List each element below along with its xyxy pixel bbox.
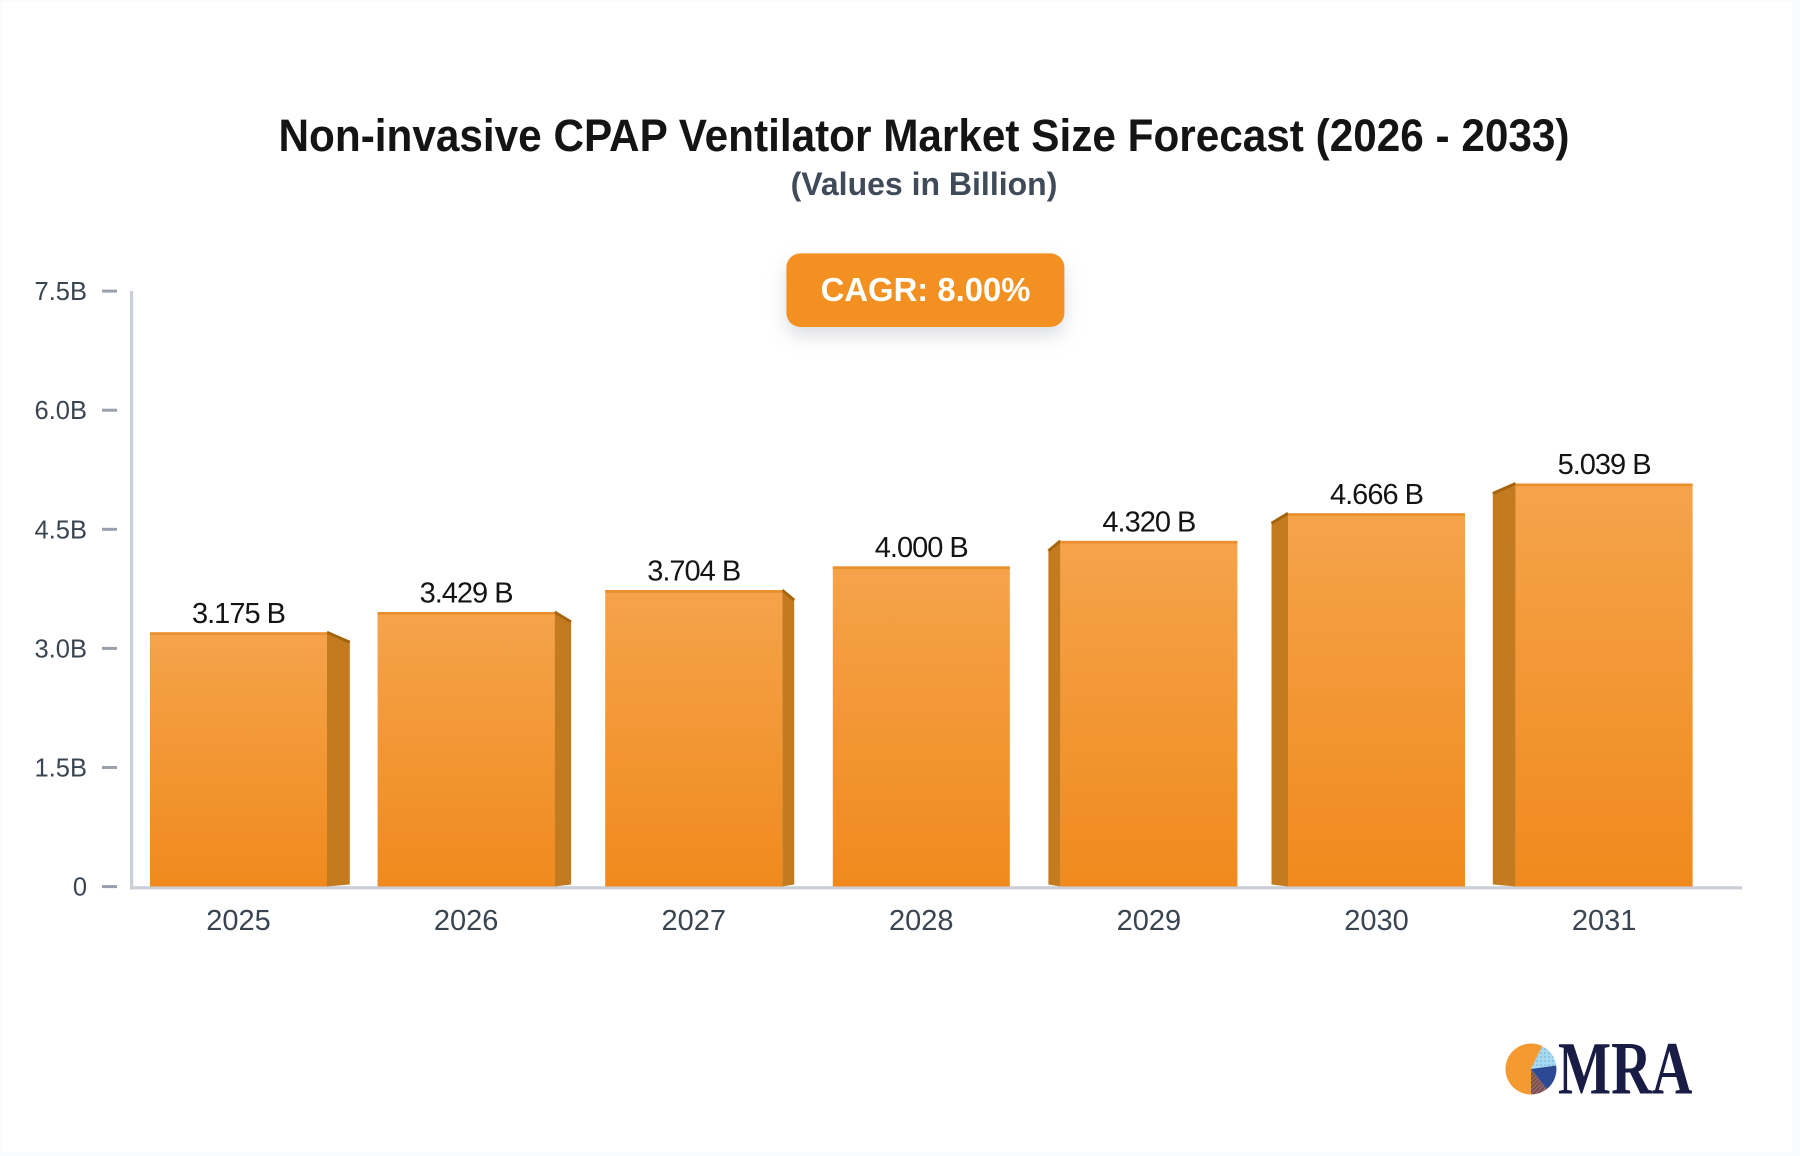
svg-text:2027: 2027 — [661, 905, 726, 937]
svg-text:4.320 B: 4.320 B — [1102, 506, 1195, 538]
svg-text:2030: 2030 — [1344, 905, 1409, 937]
svg-text:6.0B: 6.0B — [35, 397, 87, 425]
svg-text:Non-invasive CPAP Ventilator M: Non-invasive CPAP Ventilator Market Size… — [278, 111, 1569, 161]
svg-text:3.0B: 3.0B — [35, 635, 87, 663]
svg-text:CAGR: 8.00%: CAGR: 8.00% — [821, 272, 1031, 309]
svg-text:2031: 2031 — [1572, 905, 1637, 937]
svg-text:2029: 2029 — [1117, 905, 1182, 937]
svg-text:5.039 B: 5.039 B — [1558, 449, 1651, 481]
svg-text:3.175 B: 3.175 B — [192, 598, 285, 630]
svg-text:2028: 2028 — [889, 905, 954, 937]
svg-text:3.704 B: 3.704 B — [647, 556, 740, 588]
svg-text:0: 0 — [73, 874, 87, 902]
svg-text:2026: 2026 — [434, 905, 499, 937]
svg-text:4.666 B: 4.666 B — [1330, 479, 1423, 511]
svg-text:4.000 B: 4.000 B — [875, 532, 968, 564]
svg-text:4.5B: 4.5B — [35, 516, 87, 544]
svg-text:1.5B: 1.5B — [35, 755, 87, 783]
svg-text:MRA: MRA — [1558, 1028, 1692, 1111]
svg-text:(Values in Billion): (Values in Billion) — [791, 166, 1058, 202]
svg-text:7.5B: 7.5B — [35, 278, 87, 306]
svg-text:3.429 B: 3.429 B — [420, 578, 513, 610]
svg-text:2025: 2025 — [206, 905, 271, 937]
